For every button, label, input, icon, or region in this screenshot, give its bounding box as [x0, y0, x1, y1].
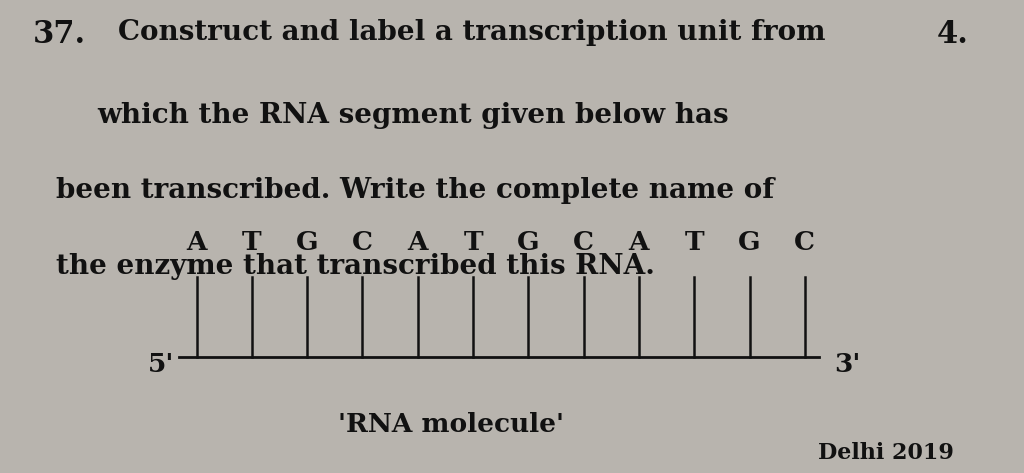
Text: 37.: 37.	[33, 19, 86, 50]
Text: T: T	[242, 230, 262, 255]
Text: 'RNA molecule': 'RNA molecule'	[338, 412, 563, 437]
Text: been transcribed. Write the complete name of: been transcribed. Write the complete nam…	[56, 177, 774, 204]
Text: C: C	[795, 230, 815, 255]
Text: T: T	[463, 230, 483, 255]
Text: 4.: 4.	[937, 19, 969, 50]
Text: Construct and label a transcription unit from: Construct and label a transcription unit…	[118, 19, 825, 46]
Text: which the RNA segment given below has: which the RNA segment given below has	[97, 102, 729, 129]
Text: G: G	[738, 230, 761, 255]
Text: C: C	[352, 230, 373, 255]
Text: C: C	[573, 230, 594, 255]
Text: the enzyme that transcribed this RNA.: the enzyme that transcribed this RNA.	[56, 253, 655, 280]
Text: 3': 3'	[835, 352, 861, 377]
Text: G: G	[517, 230, 540, 255]
Text: 5': 5'	[147, 352, 174, 377]
Text: Delhi 2019: Delhi 2019	[818, 441, 953, 464]
Text: G: G	[296, 230, 318, 255]
Text: A: A	[629, 230, 649, 255]
Text: T: T	[684, 230, 705, 255]
Text: A: A	[186, 230, 207, 255]
Text: A: A	[408, 230, 428, 255]
